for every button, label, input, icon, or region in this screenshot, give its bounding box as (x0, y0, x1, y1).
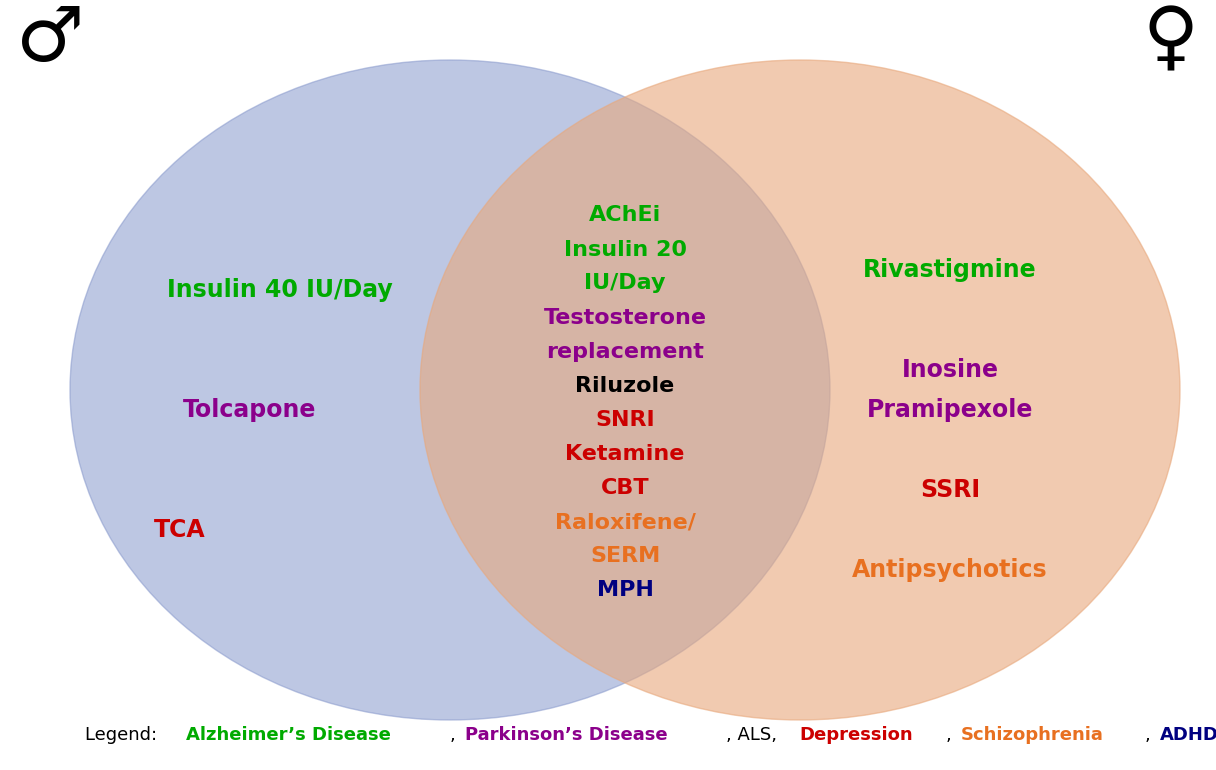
Ellipse shape (420, 60, 1180, 720)
Text: CBT: CBT (601, 478, 649, 498)
Ellipse shape (71, 60, 831, 720)
Text: IU/Day: IU/Day (584, 273, 665, 293)
Text: Ketamine: Ketamine (565, 444, 685, 464)
Text: MPH: MPH (597, 580, 653, 600)
Text: ,: , (946, 726, 957, 745)
Text: Depression: Depression (799, 726, 913, 745)
Text: Insulin 40 IU/Day: Insulin 40 IU/Day (167, 278, 393, 302)
Text: Schizophrenia: Schizophrenia (961, 726, 1104, 745)
Text: Raloxifene/: Raloxifene/ (554, 512, 696, 532)
Text: AChEi: AChEi (589, 205, 662, 225)
Text: Riluzole: Riluzole (575, 376, 675, 396)
Text: replacement: replacement (546, 342, 704, 362)
Text: ♀: ♀ (1142, 3, 1198, 77)
Text: ♂: ♂ (16, 3, 84, 77)
Text: Legend:: Legend: (85, 726, 163, 745)
Text: SNRI: SNRI (595, 410, 654, 430)
Text: SSRI: SSRI (921, 478, 980, 502)
Text: Pramipexole: Pramipexole (867, 398, 1034, 422)
Text: Antipsychotics: Antipsychotics (852, 558, 1048, 582)
Text: TCA: TCA (154, 518, 206, 542)
Text: ,: , (1145, 726, 1156, 745)
Text: Parkinson’s Disease: Parkinson’s Disease (465, 726, 668, 745)
Text: Insulin 20: Insulin 20 (563, 240, 687, 260)
Text: Rivastigmine: Rivastigmine (863, 258, 1037, 282)
Text: Tolcapone: Tolcapone (184, 398, 316, 422)
Text: ,: , (450, 726, 461, 745)
Text: ADHD: ADHD (1160, 726, 1216, 745)
Text: SERM: SERM (590, 546, 660, 566)
Text: Alzheimer’s Disease: Alzheimer’s Disease (186, 726, 390, 745)
Text: Inosine: Inosine (901, 358, 998, 382)
Text: Testosterone: Testosterone (544, 308, 706, 328)
Text: , ALS,: , ALS, (726, 726, 783, 745)
